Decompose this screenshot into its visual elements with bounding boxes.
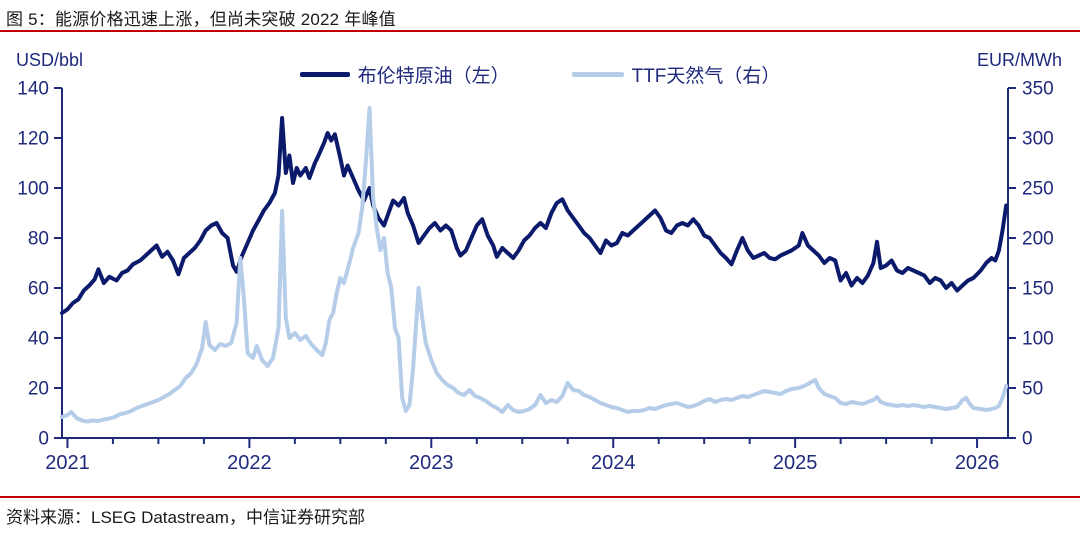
header-red-rule bbox=[0, 30, 1080, 32]
right-tick-label: 250 bbox=[1022, 179, 1054, 200]
right-tick-label: 100 bbox=[1022, 329, 1054, 350]
left-tick-label: 0 bbox=[38, 429, 49, 450]
axes bbox=[61, 88, 1009, 439]
right-tick-label: 50 bbox=[1022, 379, 1043, 400]
left-tick-label: 60 bbox=[28, 279, 49, 300]
year-tick-label: 2025 bbox=[773, 452, 818, 474]
year-tick-label: 2023 bbox=[409, 452, 454, 474]
left-tick-label: 40 bbox=[28, 329, 49, 350]
left-axis-unit-label: USD/bbl bbox=[16, 50, 84, 70]
right-axis-ticks: 0 50 100 150 200 250 300 350 bbox=[1008, 79, 1054, 450]
year-tick-label: 2021 bbox=[45, 452, 90, 474]
ttf-line-swatch bbox=[571, 72, 624, 77]
legend-item-brent: 布伦特原油（左） bbox=[299, 61, 510, 88]
brent-line-swatch bbox=[299, 72, 350, 77]
left-axis-ticks: 0 20 40 60 80 100 120 140 bbox=[17, 79, 62, 450]
left-tick-label: 120 bbox=[17, 129, 49, 150]
legend-label-brent: 布伦特原油（左） bbox=[357, 66, 510, 87]
right-tick-label: 150 bbox=[1022, 279, 1054, 300]
left-tick-label: 140 bbox=[17, 79, 49, 100]
footer-red-rule bbox=[0, 496, 1080, 498]
year-tick-label: 2024 bbox=[591, 452, 636, 474]
x-axis-ticks: 2021 2022 2023 2024 2025 2026 bbox=[45, 438, 999, 474]
left-tick-label: 20 bbox=[28, 379, 49, 400]
brent-series-line bbox=[60, 116, 1009, 315]
right-tick-label: 0 bbox=[1022, 429, 1033, 450]
figure-title: 图 5：能源价格迅速上涨，但尚未突破 2022 年峰值 bbox=[6, 10, 396, 29]
source-note: 资料来源：LSEG Datastream，中信证券研究部 bbox=[6, 508, 365, 527]
legend-label-ttf: TTF天然气（右） bbox=[631, 66, 781, 87]
legend-item-ttf: TTF天然气（右） bbox=[571, 61, 781, 88]
left-tick-label: 100 bbox=[17, 179, 49, 200]
right-tick-label: 300 bbox=[1022, 129, 1054, 150]
chart-legend: 布伦特原油（左） TTF天然气（右） bbox=[0, 61, 1080, 88]
ttf-series-line bbox=[60, 106, 1009, 424]
right-tick-label: 350 bbox=[1022, 79, 1054, 100]
left-tick-label: 80 bbox=[28, 229, 49, 250]
year-tick-label: 2026 bbox=[955, 452, 1000, 474]
year-tick-label: 2022 bbox=[227, 452, 272, 474]
right-axis-unit-label: EUR/MWh bbox=[977, 50, 1062, 70]
right-tick-label: 200 bbox=[1022, 229, 1054, 250]
